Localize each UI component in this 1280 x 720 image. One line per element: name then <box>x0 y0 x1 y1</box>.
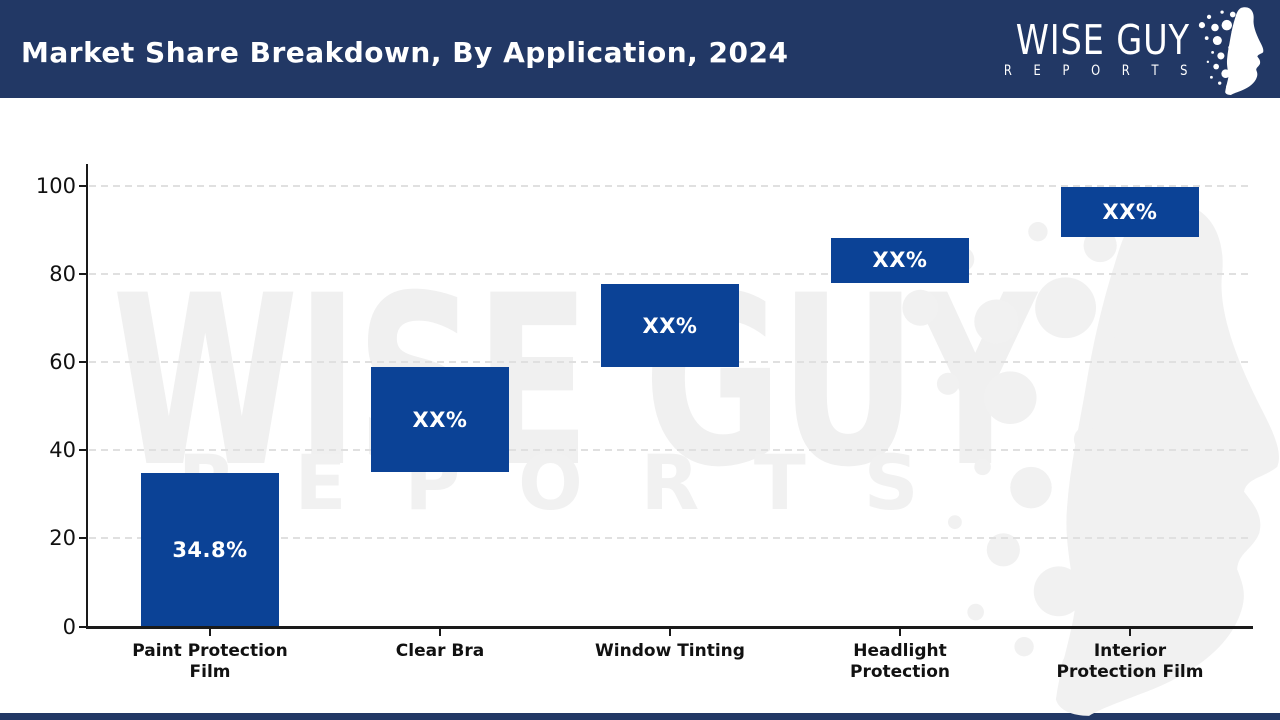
footer-bar <box>0 713 1280 720</box>
category-label-line: Window Tinting <box>595 641 745 661</box>
brand-text-block: WISE GUY R E P O R T S <box>1004 20 1190 80</box>
bar-value-label: XX% <box>1102 199 1158 224</box>
bar-segment: XX% <box>831 237 969 283</box>
y-tick-mark <box>79 449 87 452</box>
gridline <box>89 537 1253 540</box>
y-tick-mark <box>79 361 87 364</box>
brand-head-icon <box>1198 7 1264 95</box>
x-tick-mark <box>669 628 671 636</box>
y-tick-mark <box>79 537 87 540</box>
gridline <box>89 273 1253 276</box>
category-label-line: Clear Bra <box>395 641 485 661</box>
y-tick-mark <box>79 625 87 628</box>
header-bar: Market Share Breakdown, By Application, … <box>0 0 1280 98</box>
category-label-line: Protection <box>850 662 950 682</box>
y-tick-label: 80 <box>49 262 76 287</box>
category-label: Headlight Protection <box>785 641 1015 683</box>
brand-wordmark: WISE GUY <box>1015 16 1190 64</box>
category-label-line: Interior <box>1093 641 1167 661</box>
x-tick-mark <box>209 628 211 636</box>
bar-value-label: XX% <box>642 313 698 338</box>
category-label: Clear Bra <box>325 641 555 662</box>
brand-reports-label: R E P O R T S <box>1003 63 1197 79</box>
y-axis-line <box>86 164 88 628</box>
bar-segment: XX% <box>371 367 509 473</box>
category-label-line: Paint Protection <box>132 641 288 661</box>
y-tick-mark <box>79 273 87 276</box>
watermark-wordmark: WISE GUY <box>112 246 1037 519</box>
y-tick-label: 0 <box>62 614 76 639</box>
bar-segment: 34.8% <box>141 473 279 627</box>
y-tick-label: 20 <box>49 526 76 551</box>
y-tick-label: 100 <box>35 174 76 198</box>
bar-value-label: XX% <box>412 407 468 432</box>
bar-segment: XX% <box>601 284 739 368</box>
category-label-line: Film <box>189 662 231 682</box>
chart-area: 0 20 40 60 80 100 34.8% XX% XX% XX% XX% Paint Prote… <box>0 98 1280 713</box>
x-tick-mark <box>1129 628 1131 636</box>
category-label-line: Protection Film <box>1056 662 1204 682</box>
x-tick-mark <box>899 628 901 636</box>
y-tick-label: 60 <box>49 350 76 375</box>
gridline <box>89 185 1253 187</box>
category-label: Window Tinting <box>555 641 785 662</box>
category-label: Paint Protection Film <box>95 641 325 683</box>
bar-segment: XX% <box>1061 186 1199 238</box>
y-tick-label: 40 <box>49 438 76 463</box>
category-label-line: Headlight <box>853 641 947 661</box>
page-title: Market Share Breakdown, By Application, … <box>21 36 789 69</box>
bar-value-label: XX% <box>872 248 928 273</box>
x-axis-line <box>86 626 1253 629</box>
watermark-head-icon <box>902 203 1279 716</box>
watermark-reports: REPORTS <box>178 438 977 527</box>
x-tick-mark <box>439 628 441 636</box>
bar-value-label: 34.8% <box>172 537 248 562</box>
category-label: Interior Protection Film <box>1015 641 1245 683</box>
gridline <box>89 449 1253 452</box>
brand-logo: WISE GUY R E P O R T S <box>963 4 1270 96</box>
y-tick-mark <box>79 185 87 187</box>
